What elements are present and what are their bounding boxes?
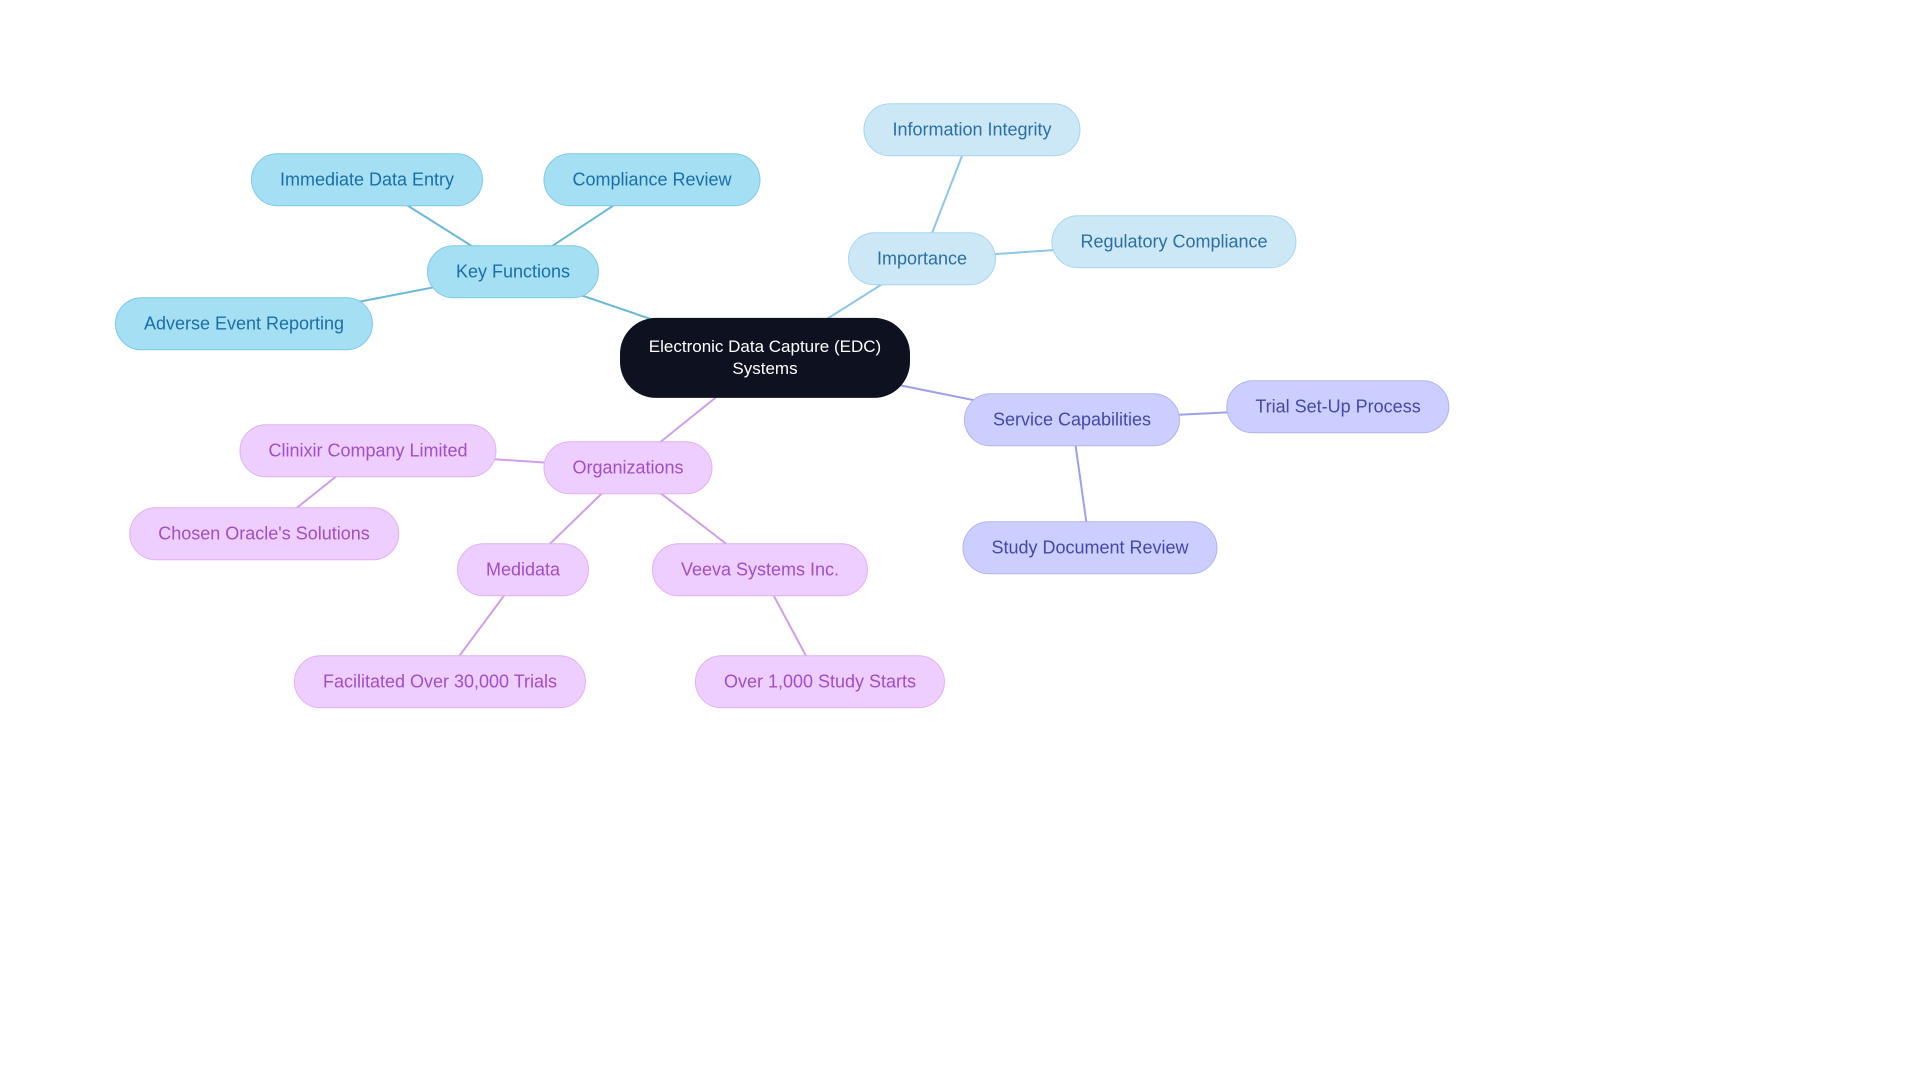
node-clinixir: Clinixir Company Limited [239, 424, 496, 477]
node-immediate-data: Immediate Data Entry [251, 153, 483, 206]
node-root: Electronic Data Capture (EDC) Systems [620, 318, 910, 398]
node-label: Importance [877, 247, 967, 270]
node-medidata-trials: Facilitated Over 30,000 Trials [294, 655, 586, 708]
node-label: Clinixir Company Limited [268, 439, 467, 462]
node-organizations: Organizations [543, 441, 712, 494]
node-label: Regulatory Compliance [1080, 230, 1267, 253]
node-trial-setup: Trial Set-Up Process [1226, 380, 1449, 433]
node-veeva: Veeva Systems Inc. [652, 543, 868, 596]
node-label: Information Integrity [892, 118, 1051, 141]
node-label: Chosen Oracle's Solutions [158, 522, 370, 545]
node-label: Veeva Systems Inc. [681, 558, 839, 581]
node-label: Key Functions [456, 260, 570, 283]
node-label: Facilitated Over 30,000 Trials [323, 670, 557, 693]
node-veeva-starts: Over 1,000 Study Starts [695, 655, 945, 708]
node-oracle: Chosen Oracle's Solutions [129, 507, 399, 560]
node-label: Service Capabilities [993, 408, 1151, 431]
mindmap-diagram: Electronic Data Capture (EDC) Systems Key… [0, 0, 1920, 1083]
node-medidata: Medidata [457, 543, 589, 596]
node-info-integrity: Information Integrity [863, 103, 1080, 156]
node-label: Adverse Event Reporting [144, 312, 344, 335]
node-study-doc: Study Document Review [962, 521, 1217, 574]
node-key-functions: Key Functions [427, 245, 599, 298]
node-label: Immediate Data Entry [280, 168, 454, 191]
node-label: Compliance Review [572, 168, 731, 191]
node-adverse-event: Adverse Event Reporting [115, 297, 373, 350]
node-label: Over 1,000 Study Starts [724, 670, 916, 693]
node-label: Trial Set-Up Process [1255, 395, 1420, 418]
node-label: Study Document Review [991, 536, 1188, 559]
node-compliance-review: Compliance Review [543, 153, 760, 206]
node-service-caps: Service Capabilities [964, 393, 1180, 446]
node-importance: Importance [848, 232, 996, 285]
node-reg-compliance: Regulatory Compliance [1051, 215, 1296, 268]
node-label: Organizations [572, 456, 683, 479]
node-label: Medidata [486, 558, 560, 581]
node-label: Electronic Data Capture (EDC) Systems [644, 336, 886, 380]
